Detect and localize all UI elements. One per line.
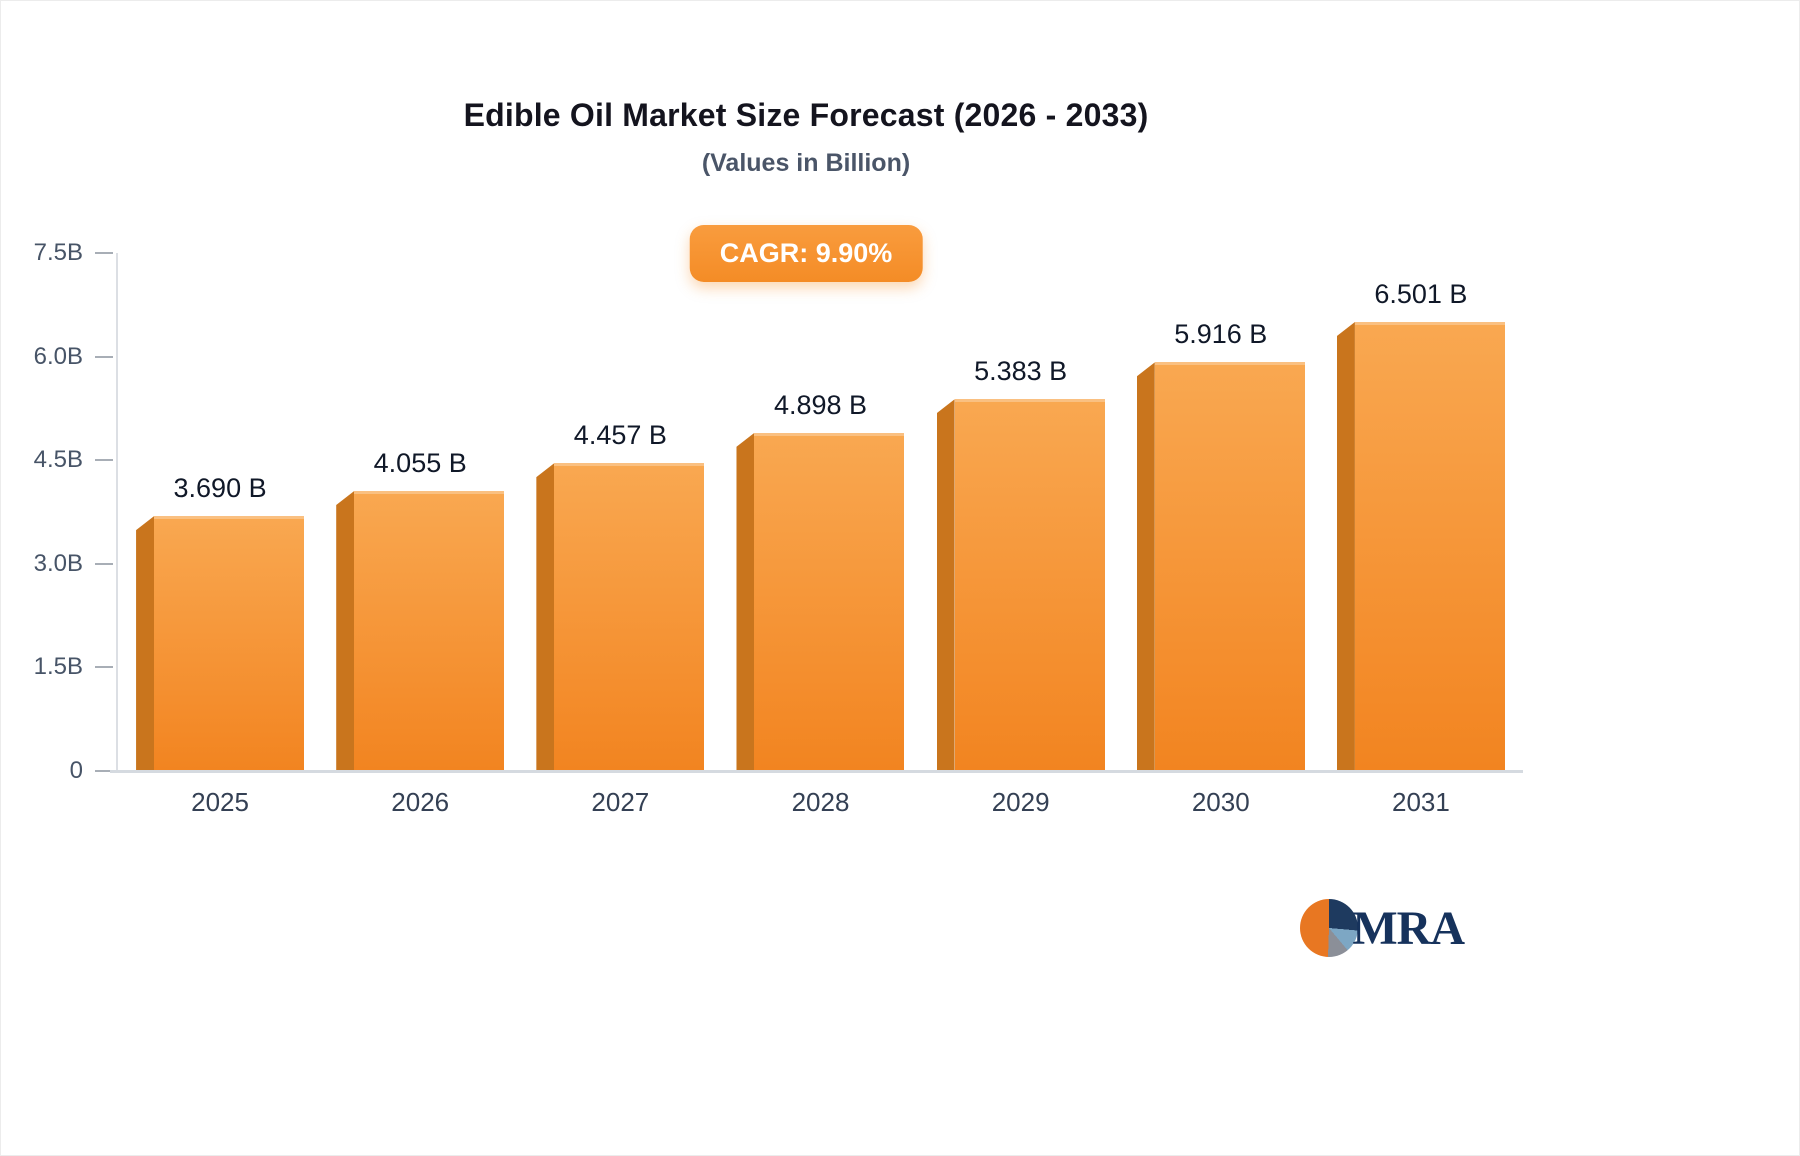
y-tick-label: 1.5B <box>33 653 83 681</box>
y-tick-label: 4.5B <box>33 446 83 474</box>
y-tick-label: 6.0B <box>33 342 83 370</box>
bar-group: 3.690 B 2025 <box>120 253 320 817</box>
bar-front-face <box>154 516 305 771</box>
y-tick: 7.5B <box>1 239 113 267</box>
bar-value-label: 4.457 B <box>573 420 667 451</box>
bar-side-face <box>936 399 955 771</box>
bar-value-label: 6.501 B <box>1374 279 1468 309</box>
bar: 4.898 B <box>736 390 905 771</box>
y-tick-mark <box>95 770 113 772</box>
bar-side-face <box>136 516 155 771</box>
bar-front-face <box>954 399 1105 771</box>
bar-front-face <box>354 490 505 771</box>
y-axis: 0 1.5B 3.0B 4.5B 6.0B 7.5B <box>1 239 113 784</box>
y-tick-mark <box>95 666 113 669</box>
x-axis-label: 2031 <box>1391 787 1450 817</box>
bar-group: 5.383 B 2029 <box>921 253 1121 817</box>
y-tick: 1.5B <box>1 653 113 681</box>
bar-side-face <box>1336 322 1355 771</box>
y-tick-mark <box>95 562 113 565</box>
bar-front-face <box>554 463 705 771</box>
bar-side-face <box>536 463 555 771</box>
y-tick: 6.0B <box>1 343 113 371</box>
bar: 5.383 B <box>936 356 1105 771</box>
bar-front-face <box>1354 322 1505 771</box>
bar-side-face <box>336 490 355 771</box>
y-tick: 4.5B <box>1 446 113 474</box>
x-axis-label: 2029 <box>991 787 1050 817</box>
y-tick: 3.0B <box>1 550 113 578</box>
y-tick-label: 7.5B <box>33 239 83 266</box>
cagr-badge: CAGR: 9.90% <box>689 225 923 282</box>
bar-value-label: 4.055 B <box>373 447 467 478</box>
bar: 4.055 B <box>336 448 505 771</box>
bar: 5.916 B <box>1136 319 1305 771</box>
bar: 6.501 B <box>1336 279 1505 771</box>
x-axis-label: 2025 <box>191 787 249 817</box>
x-axis-label: 2030 <box>1191 787 1250 817</box>
bar-side-face <box>1136 362 1155 771</box>
x-axis-line <box>110 770 1523 773</box>
x-axis-label: 2028 <box>791 787 850 817</box>
bar-value-label: 5.916 B <box>1174 319 1268 350</box>
bar-group: 5.916 B 2030 <box>1121 253 1321 817</box>
y-tick-label: 0 <box>69 757 83 784</box>
bar-value-label: 5.383 B <box>974 356 1068 387</box>
y-axis-line <box>116 253 118 771</box>
bar-group: 6.501 B 2031 <box>1321 253 1521 817</box>
bar: 3.690 B <box>136 473 305 771</box>
x-axis-label: 2027 <box>591 787 650 817</box>
bar-group: 4.055 B 2026 <box>320 253 520 817</box>
bar-value-label: 4.898 B <box>773 389 868 420</box>
y-tick-mark <box>95 355 113 358</box>
bars: 3.690 B 2025 4.055 B 2026 4.457 B 2027 4.898 B… <box>120 253 1521 817</box>
bar-value-label: 3.690 B <box>173 473 267 504</box>
brand-logo-text: MRA <box>1352 901 1465 955</box>
bar-side-face <box>736 432 755 771</box>
y-tick-mark <box>95 252 113 254</box>
bar-front-face <box>754 432 905 771</box>
bar-group: 4.898 B 2028 <box>720 253 920 817</box>
y-tick-mark <box>95 459 113 462</box>
y-tick: 0 <box>1 757 113 785</box>
chart-subtitle: (Values in Billion) <box>701 149 911 177</box>
x-axis-label: 2026 <box>391 787 450 817</box>
bar-front-face <box>1154 362 1305 771</box>
plot-area: 3.690 B 2025 4.055 B 2026 4.457 B 2027 4.898 B… <box>110 253 1523 817</box>
brand-logo-pie-icon <box>1300 899 1359 957</box>
bar: 4.457 B <box>536 420 705 771</box>
y-tick-label: 3.0B <box>33 549 83 577</box>
chart-title: Edible Oil Market Size Forecast (2026 - … <box>463 97 1149 133</box>
bar-group: 4.457 B 2027 <box>520 253 720 817</box>
brand-logo: MRA <box>1300 899 1465 957</box>
